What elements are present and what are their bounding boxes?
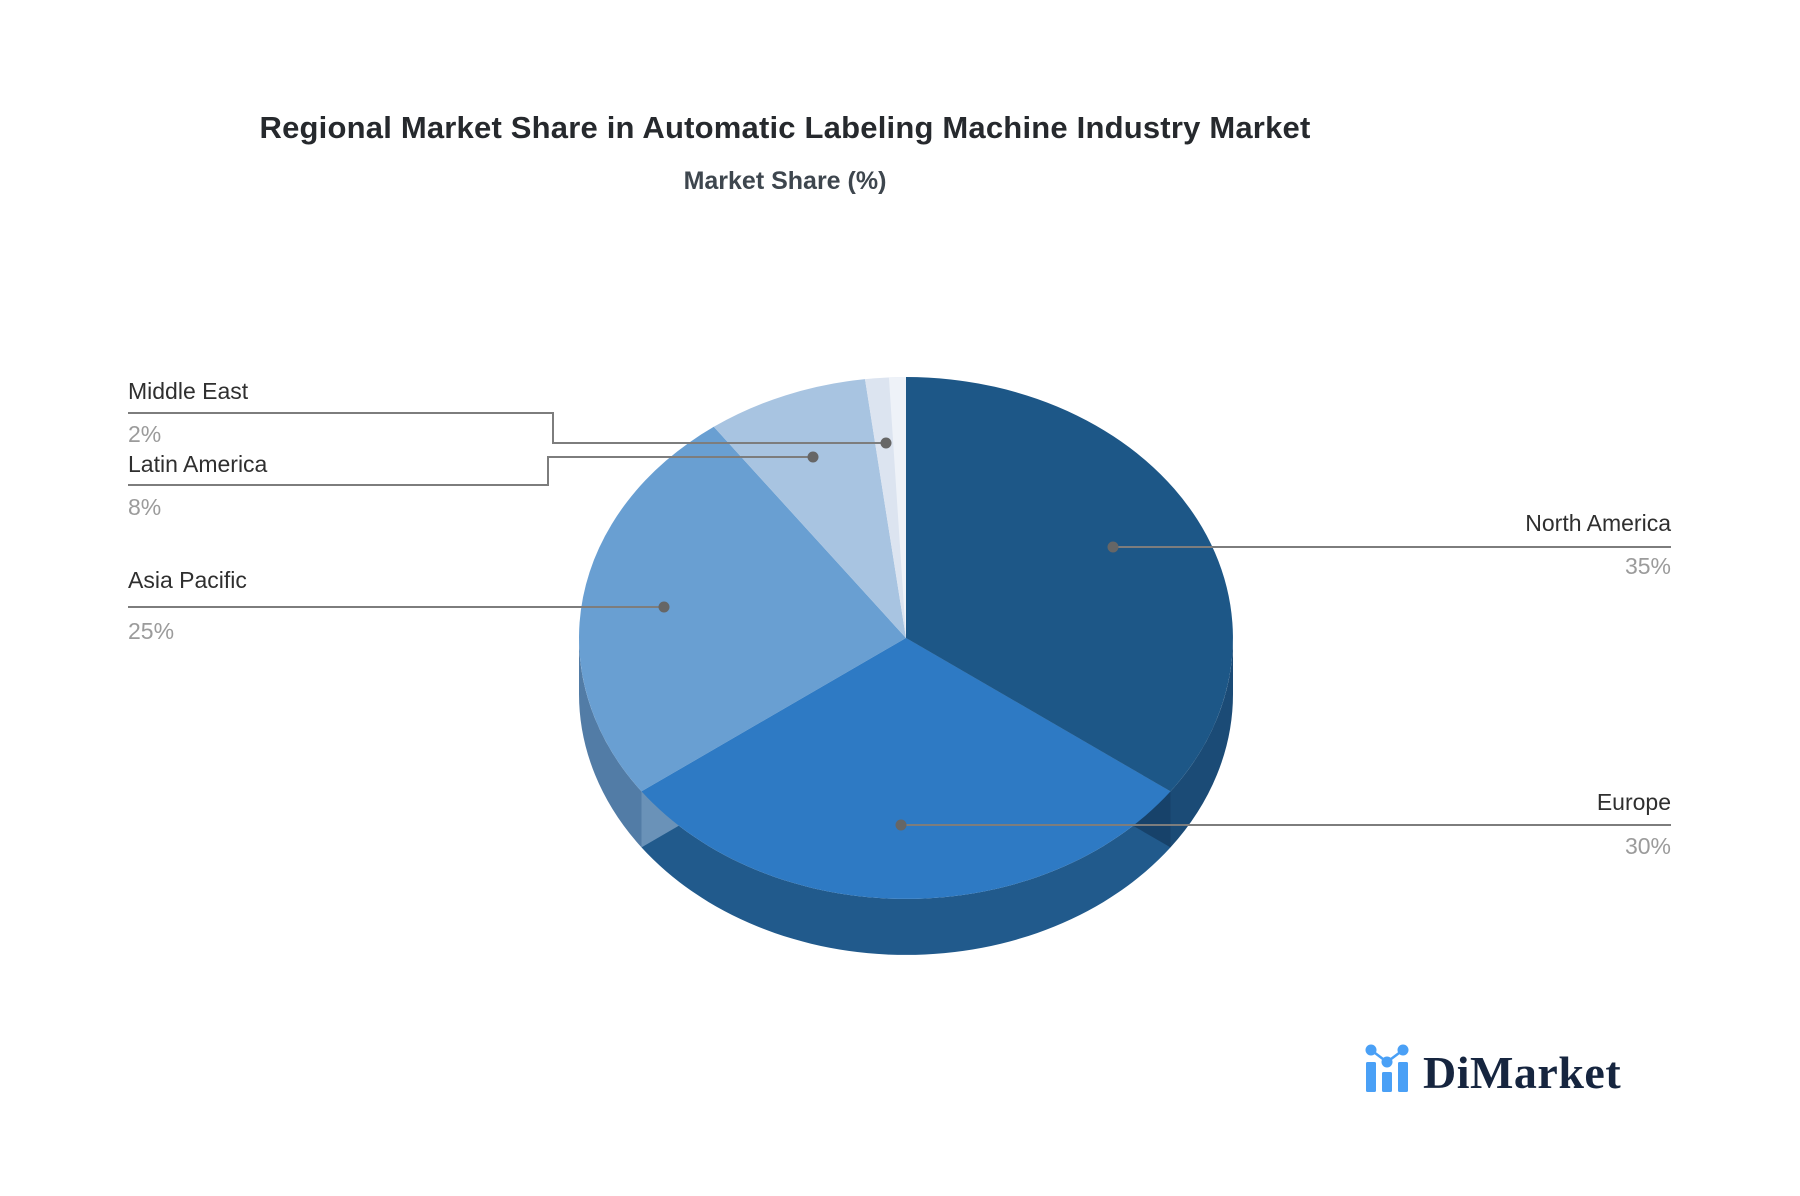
value-europe: 30%	[1624, 833, 1671, 859]
leader-line-latin-america	[128, 456, 813, 486]
value-latin-america: 8%	[128, 494, 162, 520]
chart-title: Regional Market Share in Automatic Label…	[259, 110, 1311, 145]
brand-name: DiMarket	[1423, 1047, 1622, 1098]
chart-subtitle: Market Share (%)	[683, 167, 887, 195]
pie-slice-asia-pacific	[579, 426, 906, 792]
pie-slice-north-america	[906, 377, 1233, 792]
leader-line-middle-east	[128, 412, 886, 444]
leader-lines	[128, 412, 1671, 831]
leader-dot-latin-america	[807, 451, 819, 463]
bar-chart-trend-icon	[1365, 1044, 1409, 1092]
pie-slices	[579, 377, 1233, 955]
leader-dot-asia-pacific	[658, 601, 670, 613]
label-north-america: North America	[1525, 510, 1671, 536]
value-middle-east: 2%	[128, 421, 162, 447]
value-asia-pacific: 25%	[128, 618, 175, 644]
label-asia-pacific: Asia Pacific	[128, 567, 247, 593]
leader-dot-middle-east	[880, 437, 892, 449]
pie-slice-highlight	[888, 377, 906, 638]
pie-rim-europe	[641, 791, 1171, 955]
pie-rim-north-america	[1170, 638, 1233, 848]
leader-dot-europe	[895, 819, 907, 831]
pie-slice-europe	[641, 638, 1171, 899]
brand-logo: DiMarket	[1364, 1042, 1622, 1098]
value-north-america: 35%	[1624, 553, 1671, 579]
label-europe: Europe	[1596, 789, 1671, 815]
pie-rim-asia-pacific	[579, 638, 642, 848]
label-latin-america: Latin America	[128, 451, 268, 477]
label-middle-east: Middle East	[128, 378, 249, 404]
leader-dot-north-america	[1107, 541, 1119, 553]
